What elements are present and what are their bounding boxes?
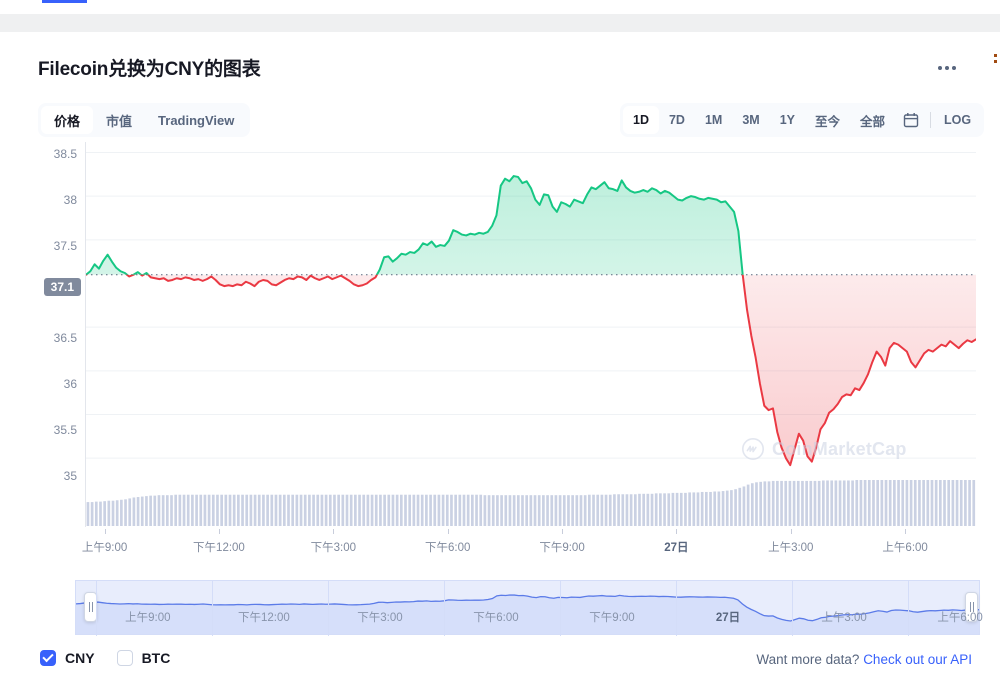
x-tick-label-1: 下午12:00 [193, 542, 245, 554]
active-tab-indicator [42, 0, 87, 3]
x-tick-label-3: 下午6:00 [424, 542, 471, 554]
legend-label-cny: CNY [65, 650, 95, 666]
x-tick-mark-3 [447, 529, 449, 534]
legend-item-cny[interactable]: CNY [40, 650, 95, 666]
range-divider [930, 112, 932, 128]
navigator-label-2: 下午3:00 [357, 612, 403, 624]
range-3m[interactable]: 3M [742, 113, 760, 127]
range-selector: 1D 7D 1M 3M 1Y 至今 全部 LOG [620, 103, 985, 137]
api-note: Want more data? Check out our API [756, 652, 972, 667]
range-7d[interactable]: 7D [668, 113, 685, 127]
x-tick-label-5: 27日 [664, 542, 689, 554]
navigator-label-5: 27日 [715, 612, 741, 624]
api-prompt-text: Want more data? [756, 652, 864, 667]
navigator-label-4: 下午9:00 [589, 612, 635, 624]
navigator-gridline-6 [792, 581, 794, 636]
checkbox-cny[interactable] [40, 650, 56, 666]
x-tick-label-7: 上午6:00 [882, 542, 928, 554]
checkbox-btc[interactable] [116, 650, 133, 666]
more-options-icon[interactable] [930, 57, 964, 79]
x-tick-mark-0 [104, 529, 106, 534]
navigator-label-0: 上午9:00 [125, 612, 171, 624]
currency-legend: CNY BTC [40, 650, 170, 666]
navigator-gridline-0 [95, 581, 97, 636]
navigator-handle-right[interactable] [965, 592, 978, 622]
log-scale-toggle[interactable]: LOG [944, 113, 972, 127]
tab-marketcap[interactable]: 市值 [106, 113, 133, 129]
y-tick-5: 35.5 [53, 423, 77, 437]
chart-type-tabs: 价格 市值 TradingView [38, 103, 251, 137]
range-all[interactable]: 全部 [860, 114, 886, 129]
x-tick-mark-1 [218, 529, 220, 534]
navigator-label-7: 上午6:00 [937, 612, 983, 624]
x-tick-label-4: 下午9:00 [539, 542, 585, 554]
tab-tradingview[interactable]: TradingView [158, 112, 235, 128]
range-navigator[interactable]: 上午9:00 下午12:00 下午3:00 下午6:00 下午9:00 27日 上午3:00… [75, 580, 983, 636]
current-price-badge: 37.1 [43, 278, 81, 296]
navigator-gridline-7 [908, 581, 910, 636]
price-chart: 38.5 38 37.5 37.1 36.5 36 35.5 35 [10, 142, 990, 572]
y-tick-3: 36.5 [53, 331, 77, 345]
x-axis: 上午9:00 下午12:00 下午3:00 下午6:00 下午9:00 27日 上午3:00… [81, 529, 975, 559]
navigator-sparkline [76, 594, 979, 634]
navigator-gridline-3 [443, 581, 445, 636]
x-tick-mark-7 [905, 529, 907, 534]
chart-footer: CNY BTC Want more data? Check out our AP… [10, 640, 990, 680]
tab-price[interactable]: 价格 [41, 106, 94, 134]
navigator-gridline-1 [211, 581, 213, 636]
y-axis: 38.5 38 37.5 37.1 36.5 36 35.5 35 [10, 142, 85, 527]
x-tick-label-6: 上午3:00 [768, 542, 814, 554]
x-tick-mark-2 [333, 529, 335, 534]
edge-overflow-indicator [994, 54, 997, 63]
navigator-gridline-2 [327, 581, 329, 636]
x-tick-label-0: 上午9:00 [81, 542, 128, 554]
x-tick-mark-4 [562, 529, 564, 534]
y-tick-2: 37.5 [53, 239, 77, 253]
range-ytd[interactable]: 至今 [815, 114, 841, 129]
x-tick-label-2: 下午3:00 [310, 542, 356, 554]
navigator-gridline-5 [676, 581, 678, 636]
page-title: Filecoin兑换为CNY的图表 [38, 59, 261, 80]
top-strip [0, 0, 1000, 40]
x-tick-mark-5 [676, 529, 678, 534]
api-link[interactable]: Check out our API [863, 652, 972, 667]
navigator-label-3: 下午6:00 [473, 612, 519, 624]
card-header: Filecoin兑换为CNY的图表 [10, 40, 990, 90]
page-separator-band [0, 14, 1000, 32]
navigator-gridline-4 [560, 581, 561, 636]
x-tick-mark-6 [790, 529, 792, 534]
legend-item-btc[interactable]: BTC [116, 650, 171, 666]
navigator-label-1: 下午12:00 [238, 612, 290, 624]
y-tick-6: 35 [63, 469, 77, 483]
range-1m[interactable]: 1M [704, 113, 723, 127]
y-tick-4: 36 [63, 377, 77, 391]
legend-label-btc: BTC [141, 650, 171, 666]
navigator-label-6: 上午3:00 [821, 612, 867, 624]
calendar-icon[interactable] [895, 106, 927, 134]
plot-canvas[interactable]: CoinMarketCap [85, 142, 976, 527]
price-line-svg [86, 151, 976, 526]
y-tick-0: 38.5 [53, 147, 77, 161]
y-tick-1: 38 [63, 193, 77, 207]
range-1y[interactable]: 1Y [779, 113, 796, 127]
range-1d[interactable]: 1D [623, 106, 659, 134]
chart-card: Filecoin兑换为CNY的图表 价格 市值 TradingView 1D 7… [10, 40, 997, 667]
